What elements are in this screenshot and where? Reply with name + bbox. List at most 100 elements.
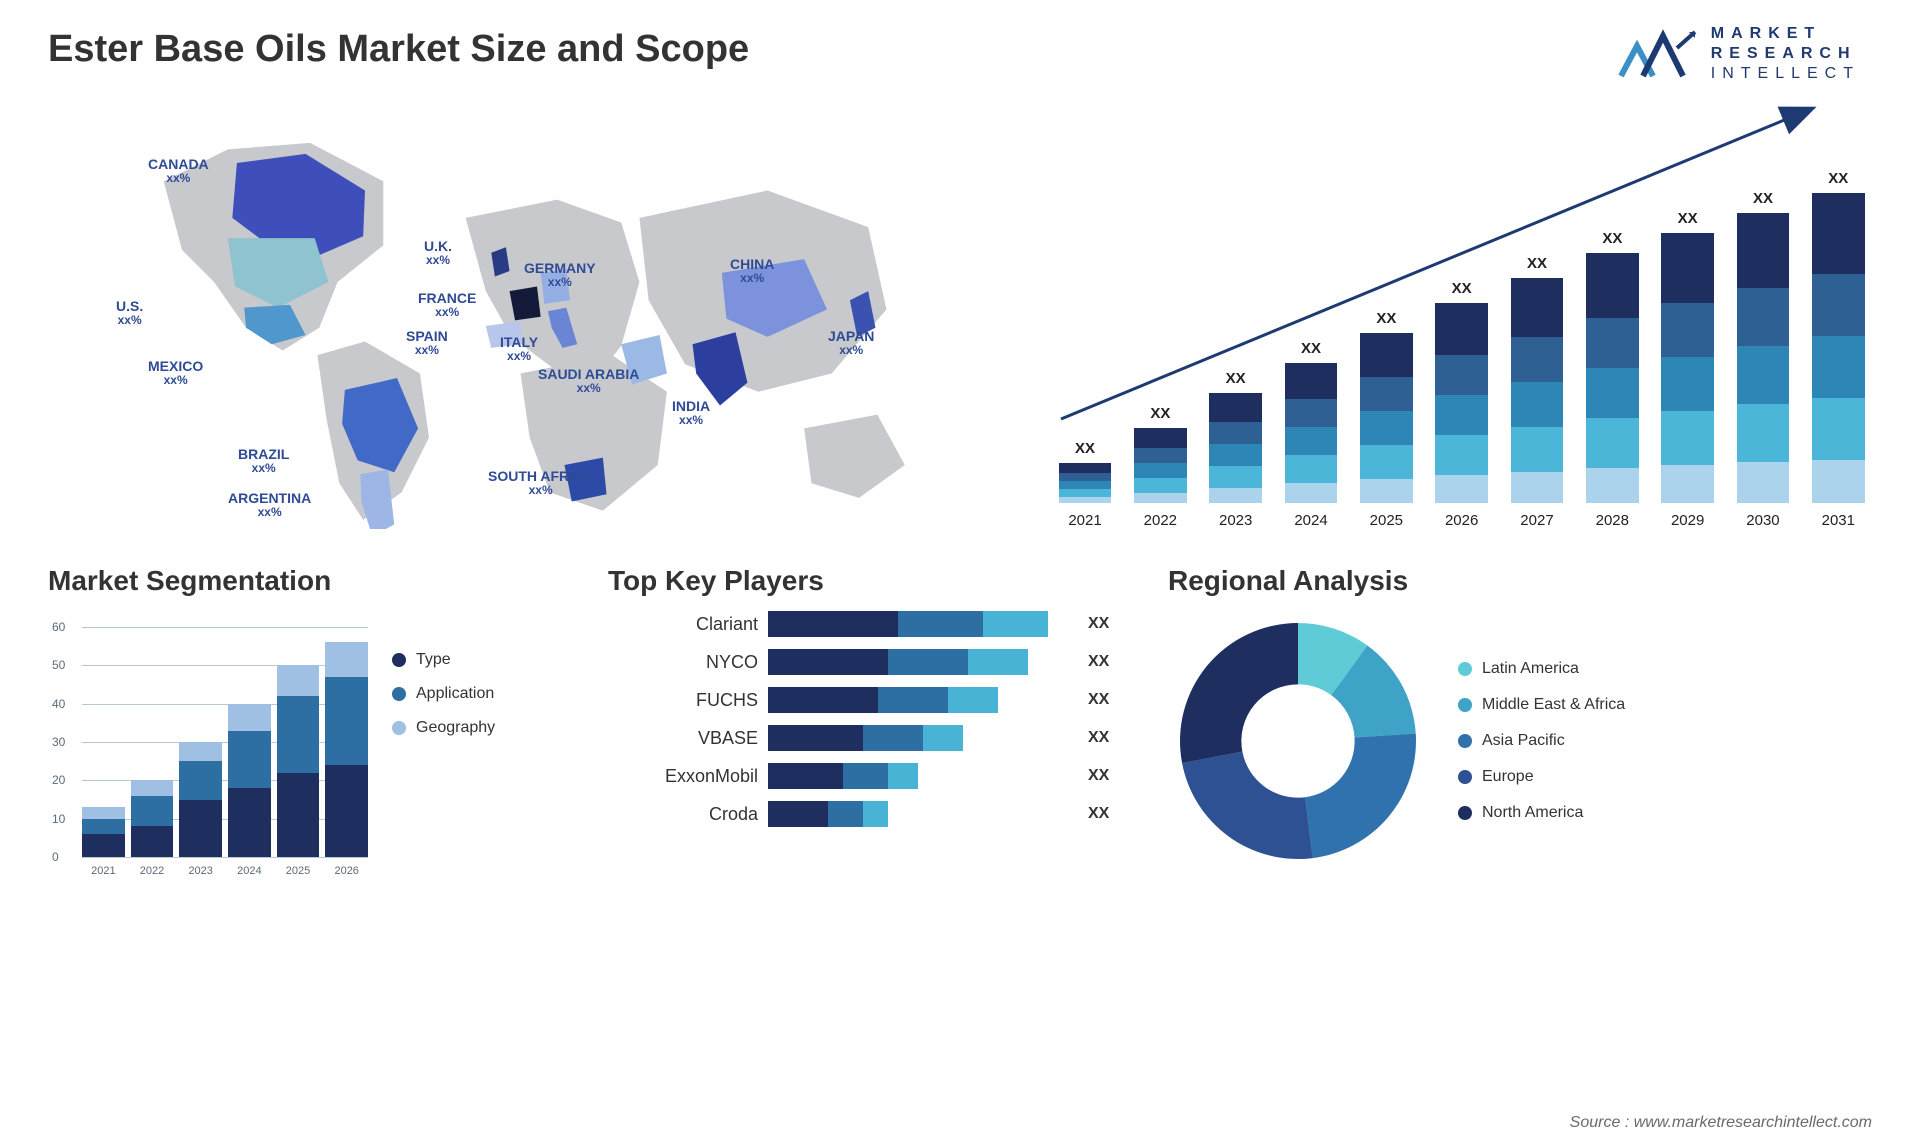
year-label: 2024 [228, 865, 271, 877]
player-row: VBASE XX [608, 725, 1128, 751]
player-value: XX [1088, 767, 1128, 785]
year-label: 2026 [1428, 512, 1495, 529]
regional-donut-chart [1168, 611, 1428, 871]
legend-item: Geography [392, 719, 495, 737]
segmentation-bar [277, 665, 320, 857]
player-row: CrodaXX [608, 801, 1128, 827]
year-label: 2030 [1729, 512, 1796, 529]
map-label: INDIAxx% [672, 399, 710, 426]
legend-item: Latin America [1458, 660, 1625, 678]
map-label: CANADAxx% [148, 157, 209, 184]
bar-value-label: XX [1150, 405, 1170, 422]
forecast-bar: XX [1428, 280, 1495, 503]
bar-value-label: XX [1226, 370, 1246, 387]
forecast-bar: XX [1202, 370, 1269, 503]
player-name: Clariant [608, 614, 758, 635]
regional-legend: Latin AmericaMiddle East & AfricaAsia Pa… [1458, 660, 1625, 822]
year-label: 2027 [1503, 512, 1570, 529]
y-tick: 50 [52, 658, 65, 672]
regional-title: Regional Analysis [1168, 565, 1872, 597]
year-label: 2025 [277, 865, 320, 877]
player-bar [768, 725, 1078, 751]
forecast-bar: XX [1277, 340, 1344, 503]
year-label: 2029 [1654, 512, 1721, 529]
segmentation-bar [228, 704, 271, 857]
bar-value-label: XX [1678, 210, 1698, 227]
logo-icon [1617, 26, 1697, 82]
bar-value-label: XX [1602, 230, 1622, 247]
legend-item: North America [1458, 804, 1625, 822]
player-value: XX [1088, 691, 1128, 709]
map-label: GERMANYxx% [524, 261, 596, 288]
segmentation-bar [82, 807, 125, 857]
segmentation-bar [325, 642, 368, 857]
map-country-france [510, 287, 541, 321]
forecast-bar-chart: XXXXXXXXXXXXXXXXXXXXXX 20212022202320242… [1051, 99, 1872, 529]
map-label: BRAZILxx% [238, 447, 289, 474]
forecast-bar: XX [1805, 170, 1872, 503]
y-tick: 20 [52, 773, 65, 787]
player-value: XX [1088, 615, 1128, 633]
source-attribution: Source : www.marketresearchintellect.com [1570, 1114, 1872, 1132]
segmentation-chart: 202120222023202420252026 0102030405060 [48, 611, 368, 881]
map-label: U.K.xx% [424, 239, 452, 266]
player-name: FUCHS [608, 690, 758, 711]
y-tick: 0 [52, 850, 59, 864]
player-name: VBASE [608, 728, 758, 749]
y-tick: 60 [52, 620, 65, 634]
player-bar [768, 763, 1078, 789]
year-label: 2023 [1202, 512, 1269, 529]
player-value: XX [1088, 729, 1128, 747]
player-name: ExxonMobil [608, 766, 758, 787]
map-label: ITALYxx% [500, 335, 538, 362]
map-label: SAUDI ARABIAxx% [538, 367, 639, 394]
bar-value-label: XX [1828, 170, 1848, 187]
year-label: 2026 [325, 865, 368, 877]
year-label: 2021 [1051, 512, 1118, 529]
y-tick: 40 [52, 697, 65, 711]
forecast-bar: XX [1503, 255, 1570, 503]
map-label: ARGENTINAxx% [228, 491, 311, 518]
page-title: Ester Base Oils Market Size and Scope [48, 28, 1872, 71]
map-label: U.S.xx% [116, 299, 143, 326]
legend-item: Asia Pacific [1458, 732, 1625, 750]
map-label: CHINAxx% [730, 257, 774, 284]
map-label: SOUTH AFRICAxx% [488, 469, 593, 496]
player-name: NYCO [608, 652, 758, 673]
forecast-bar: XX [1127, 405, 1194, 503]
forecast-bar: XX [1654, 210, 1721, 503]
player-row: NYCO XX [608, 649, 1128, 675]
world-map: CANADAxx% U.S.xx% MEXICOxx% BRAZILxx% ARGENT… [48, 99, 1011, 529]
market-segmentation-panel: Market Segmentation 20212022202320242025… [48, 565, 568, 895]
donut-slice [1180, 623, 1298, 763]
bar-value-label: XX [1527, 255, 1547, 272]
legend-item: Type [392, 651, 495, 669]
map-label: MEXICOxx% [148, 359, 203, 386]
player-bar [768, 801, 1078, 827]
year-label: 2022 [1127, 512, 1194, 529]
top-players-panel: Top Key Players ClariantXXNYCOXXFUCHSXXV… [608, 565, 1128, 895]
year-label: 2021 [82, 865, 125, 877]
segmentation-legend: TypeApplicationGeography [392, 611, 495, 881]
segmentation-bar [131, 780, 174, 857]
bar-value-label: XX [1376, 310, 1396, 327]
player-value: XX [1088, 653, 1128, 671]
player-bar [768, 611, 1078, 637]
legend-item: Europe [1458, 768, 1625, 786]
year-label: 2022 [131, 865, 174, 877]
regional-analysis-panel: Regional Analysis Latin AmericaMiddle Ea… [1168, 565, 1872, 895]
donut-slice [1305, 734, 1416, 858]
brand-logo: MARKET RESEARCH INTELLECT [1617, 24, 1860, 84]
map-label: FRANCExx% [418, 291, 476, 318]
year-label: 2025 [1353, 512, 1420, 529]
map-label: JAPANxx% [828, 329, 874, 356]
bar-value-label: XX [1753, 190, 1773, 207]
player-row: FUCHS XX [608, 687, 1128, 713]
player-row: Clariant XX [608, 611, 1128, 637]
player-bar [768, 687, 1078, 713]
y-tick: 30 [52, 735, 65, 749]
year-label: 2023 [179, 865, 222, 877]
bar-value-label: XX [1452, 280, 1472, 297]
segmentation-bar [179, 742, 222, 857]
bar-value-label: XX [1301, 340, 1321, 357]
